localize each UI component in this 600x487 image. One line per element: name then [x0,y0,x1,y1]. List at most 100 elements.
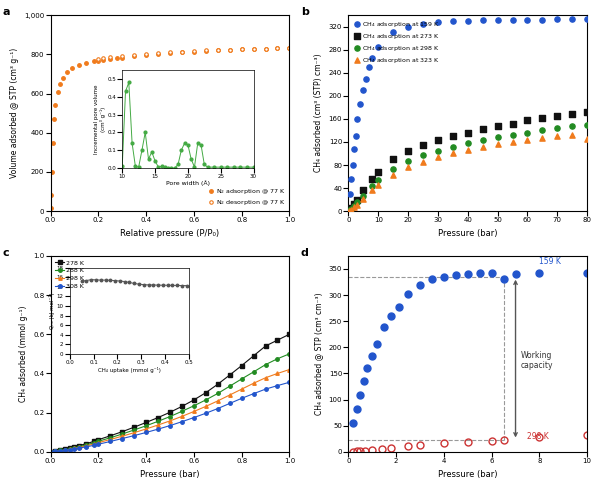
278 K [76,443,83,449]
278 K [226,372,233,378]
CH$_4$ adsorption at 298 K [583,121,592,129]
CH$_4$ adsorption at 273 K [359,187,368,194]
CH$_4$ adsorption at 273 K [367,175,377,183]
CH$_4$ adsorption at 159 K [356,101,365,109]
278 K [90,439,97,445]
CH$_4$ adsorption at 323 K [478,143,488,151]
288 K [131,427,138,433]
308 K [143,430,150,435]
N$_2$ adsorption @ 77 K [202,48,209,54]
CH$_4$ adsorption at 159 K [583,15,592,23]
N$_2$ desorption @ 77 K [154,50,161,56]
CH$_4$ adsorption at 298 K [418,151,428,159]
Line: 298 K: 298 K [49,368,291,453]
308 K [190,414,197,420]
N$_2$ desorption @ 77 K [95,56,102,62]
308 K [83,444,90,450]
N$_2$ adsorption @ 77 K [166,51,173,56]
308 K [166,423,173,429]
CH$_4$ adsorption at 298 K [403,157,413,165]
308 K [47,449,54,455]
CH$_4$ adsorption at 273 K [353,196,362,204]
278 K [238,363,245,369]
N$_2$ adsorption @ 77 K [52,102,59,108]
N$_2$ adsorption @ 77 K [95,57,102,63]
278 K [286,331,293,337]
CH$_4$ adsorption at 159 K [553,15,562,23]
CH$_4$ adsorption at 298 K [388,165,398,173]
CH$_4$ adsorption at 273 K [553,112,562,120]
N$_2$ desorption @ 77 K [214,47,221,53]
N$_2$ desorption @ 77 K [119,54,126,59]
CH$_4$ adsorption at 273 K [568,111,577,118]
N$_2$ adsorption @ 77 K [56,81,64,87]
288 K [262,362,269,368]
278 K [56,447,64,453]
288 K [107,435,114,441]
CH$_4$ adsorption at 298 K [568,123,577,131]
Legend: CH$_4$ adsorption at 159 K, CH$_4$ adsorption at 273 K, CH$_4$ adsorption at 298: CH$_4$ adsorption at 159 K, CH$_4$ adsor… [350,17,442,67]
CH$_4$ adsorption at 273 K [523,116,532,124]
298 K [238,386,245,392]
Text: a: a [3,7,10,18]
N$_2$ adsorption @ 77 K [154,52,161,57]
CH$_4$ adsorption at 159 K [433,18,443,26]
Text: d: d [301,248,308,258]
N$_2$ desorption @ 77 K [286,45,293,51]
288 K [95,438,102,444]
CH$_4$ adsorption at 323 K [583,135,592,143]
288 K [90,440,97,446]
N$_2$ adsorption @ 77 K [107,56,114,62]
CH$_4$ adsorption at 298 K [508,131,517,139]
N$_2$ desorption @ 77 K [166,50,173,56]
278 K [274,337,281,343]
308 K [61,448,68,453]
CH$_4$ adsorption at 159 K [361,75,371,82]
N$_2$ adsorption @ 77 K [100,57,107,63]
N$_2$ desorption @ 77 K [100,56,107,61]
CH$_4$ adsorption at 159 K [367,55,377,62]
Legend: 278 K, 288 K, 298 K, 308 K: 278 K, 288 K, 298 K, 308 K [52,258,87,292]
298 K [47,449,54,455]
288 K [56,448,64,453]
288 K [47,449,54,455]
N$_2$ adsorption @ 77 K [49,140,56,146]
278 K [107,433,114,439]
Line: N$_2$ desorption @ 77 K: N$_2$ desorption @ 77 K [97,46,291,61]
CH$_4$ adsorption at 298 K [347,205,356,213]
308 K [178,419,185,425]
CH$_4$ adsorption at 273 K [344,207,354,215]
CH$_4$ adsorption at 323 K [463,146,473,154]
288 K [166,413,173,419]
298 K [107,436,114,442]
278 K [202,390,209,395]
Text: 159 K: 159 K [539,257,561,266]
308 K [52,449,59,454]
CH$_4$ adsorption at 273 K [345,206,355,214]
288 K [83,442,90,448]
308 K [119,435,126,441]
278 K [154,414,161,420]
CH$_4$ adsorption at 323 K [388,171,398,179]
Y-axis label: Volume adsorbed @ STP (cm³ g⁻¹): Volume adsorbed @ STP (cm³ g⁻¹) [10,48,19,178]
CH$_4$ adsorption at 298 K [345,206,355,214]
298 K [66,447,73,452]
Y-axis label: CH₄ adsorbed @ STP (cm³ cm⁻³): CH₄ adsorbed @ STP (cm³ cm⁻³) [314,293,323,415]
X-axis label: Pressure (bar): Pressure (bar) [140,469,200,479]
298 K [76,445,83,450]
N$_2$ adsorption @ 77 K [90,58,97,64]
298 K [56,448,64,454]
288 K [214,391,221,396]
CH$_4$ adsorption at 159 K [351,132,361,140]
N$_2$ desorption @ 77 K [178,49,185,55]
CH$_4$ adsorption at 323 K [508,138,517,146]
288 K [250,369,257,375]
298 K [190,409,197,414]
Text: b: b [301,7,308,18]
CH$_4$ adsorption at 273 K [538,114,547,122]
CH$_4$ adsorption at 323 K [448,150,458,157]
CH$_4$ adsorption at 273 K [403,147,413,154]
CH$_4$ adsorption at 323 K [353,201,362,209]
308 K [56,448,64,454]
308 K [286,379,293,385]
